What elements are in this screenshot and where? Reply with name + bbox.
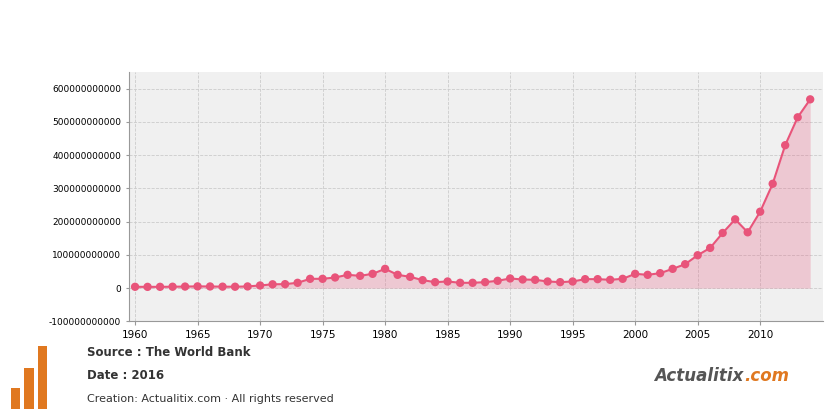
Text: Nigeria - GNI (Gross National Income - $): Nigeria - GNI (Gross National Income - $… [12, 23, 381, 41]
Point [278, 281, 292, 288]
Point [129, 283, 142, 290]
Point [229, 283, 242, 290]
Text: Actualitix: Actualitix [654, 367, 744, 385]
Point [179, 283, 192, 290]
Point [216, 283, 229, 290]
Point [429, 279, 442, 286]
Point [441, 278, 455, 285]
Point [303, 276, 317, 282]
Point [741, 229, 755, 236]
Point [416, 277, 430, 283]
Point [716, 229, 730, 236]
Point [616, 276, 629, 282]
Point [641, 272, 654, 278]
Point [191, 283, 204, 290]
Point [241, 283, 254, 290]
Point [766, 180, 779, 187]
Point [253, 282, 267, 289]
Point [491, 278, 504, 284]
Point [653, 270, 666, 276]
Point [266, 281, 279, 288]
Point [754, 208, 767, 215]
Point [541, 278, 554, 285]
Point [791, 114, 804, 121]
Point [141, 283, 155, 290]
Point [391, 272, 404, 278]
Text: Source : The World Bank: Source : The World Bank [87, 346, 251, 359]
Point [566, 278, 579, 285]
Point [779, 142, 792, 148]
Point [341, 272, 354, 278]
Point [691, 252, 705, 258]
Point [666, 266, 679, 272]
Bar [37, 346, 47, 409]
Point [404, 274, 417, 280]
Point [553, 279, 567, 286]
Point [291, 279, 304, 286]
Point [328, 274, 342, 281]
Point [166, 283, 179, 290]
Point [704, 245, 717, 251]
Point [603, 276, 617, 283]
Point [316, 276, 329, 282]
Text: Date : 2016: Date : 2016 [87, 369, 165, 382]
Point [378, 266, 391, 272]
Point [578, 276, 592, 283]
Bar [11, 389, 20, 409]
Point [679, 261, 692, 267]
Point [454, 279, 467, 286]
Text: .com: .com [744, 367, 789, 385]
Text: Creation: Actualitix.com · All rights reserved: Creation: Actualitix.com · All rights re… [87, 394, 334, 404]
Point [516, 276, 529, 283]
Point [479, 279, 492, 286]
Point [504, 275, 517, 282]
Point [804, 96, 817, 103]
Bar [24, 368, 33, 409]
Point [204, 283, 217, 290]
Point [353, 272, 366, 279]
Point [529, 276, 542, 283]
Point [729, 216, 742, 222]
Point [466, 279, 479, 286]
Point [366, 271, 379, 277]
Point [154, 283, 167, 290]
Point [628, 271, 642, 277]
Point [591, 276, 604, 283]
